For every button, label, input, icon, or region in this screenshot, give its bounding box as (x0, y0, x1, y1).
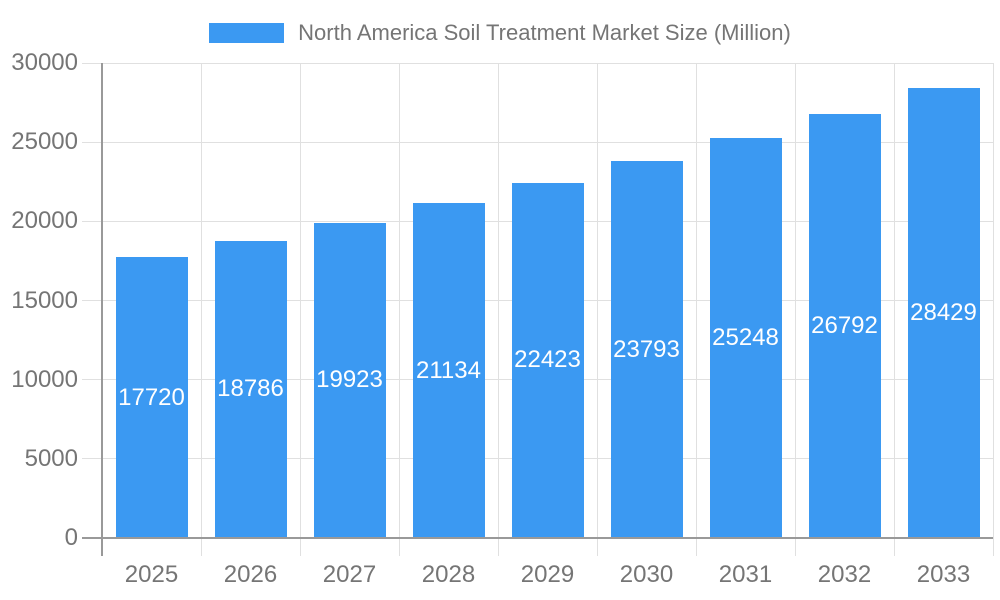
legend: North America Soil Treatment Market Size… (0, 17, 1000, 49)
x-tick-label: 2031 (718, 561, 773, 588)
v-gridline (992, 63, 994, 556)
x-tick-label: 2028 (421, 561, 476, 588)
bar-value-label: 25248 (712, 324, 779, 352)
v-gridline (200, 63, 202, 556)
x-tick-label: 2032 (817, 561, 872, 588)
bar: 25248 (709, 138, 782, 538)
bar-value-label: 21134 (416, 356, 481, 384)
y-tick-label: 0 (64, 524, 78, 551)
v-gridline (893, 63, 895, 556)
bar: 18786 (214, 240, 287, 538)
bar-value-label: 23793 (613, 335, 680, 363)
bar: 28429 (907, 87, 980, 538)
v-gridline (497, 63, 499, 556)
y-tick-label: 10000 (11, 365, 78, 393)
x-tick-label: 2027 (322, 561, 377, 588)
legend-swatch (209, 23, 285, 43)
bar: 19923 (313, 222, 386, 538)
y-tick-label: 25000 (11, 128, 78, 156)
h-gridline (82, 62, 993, 64)
v-gridline (695, 63, 697, 556)
v-gridline (398, 63, 400, 556)
y-tick-label: 15000 (11, 286, 78, 314)
x-tick-label: 2033 (916, 561, 971, 588)
bar-value-label: 28429 (910, 298, 977, 326)
x-tick-label: 2026 (223, 561, 278, 588)
x-axis-line (82, 537, 993, 539)
h-gridline (82, 141, 993, 143)
bar: 21134 (412, 203, 485, 538)
y-tick-label: 20000 (11, 207, 78, 235)
x-tick-label: 2025 (124, 561, 179, 588)
y-tick-label: 5000 (24, 444, 78, 472)
y-tick-label: 30000 (11, 49, 78, 76)
bar-value-label: 17720 (118, 383, 185, 411)
v-gridline (794, 63, 796, 556)
bar: 22423 (511, 182, 584, 538)
v-gridline (299, 63, 301, 556)
bar-value-label: 22423 (514, 346, 581, 374)
bar: 26792 (808, 113, 881, 538)
bar-value-label: 18786 (217, 375, 284, 403)
bar-value-label: 19923 (316, 366, 383, 394)
y-axis-line (101, 63, 103, 556)
bar-value-label: 26792 (811, 311, 878, 339)
v-gridline (596, 63, 598, 556)
legend-label: North America Soil Treatment Market Size… (298, 20, 791, 45)
bar: 17720 (115, 257, 188, 538)
x-tick-label: 2030 (619, 561, 674, 588)
x-tick-label: 2029 (520, 561, 575, 588)
bar: 23793 (610, 161, 683, 538)
